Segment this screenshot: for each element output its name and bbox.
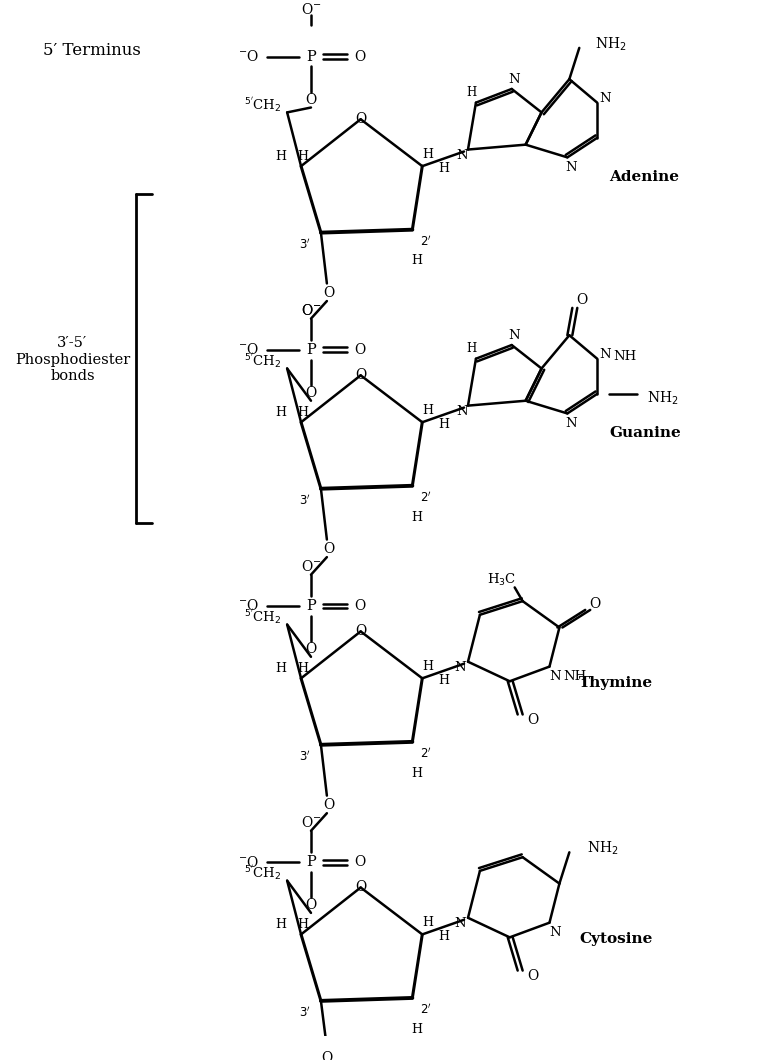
Text: O: O — [528, 970, 539, 984]
Text: N: N — [456, 405, 468, 418]
Text: $^{5'}$CH$_2$: $^{5'}$CH$_2$ — [244, 352, 282, 370]
Text: $3'$: $3'$ — [300, 237, 311, 251]
Text: Adenine: Adenine — [609, 170, 679, 184]
Text: 3′-5′
Phosphodiester
bonds: 3′-5′ Phosphodiester bonds — [15, 336, 130, 383]
Text: H: H — [276, 149, 287, 163]
Text: O: O — [323, 286, 335, 300]
Text: Thymine: Thymine — [579, 676, 654, 690]
Text: $^{5'}$CH$_2$: $^{5'}$CH$_2$ — [244, 607, 282, 625]
Text: H: H — [439, 418, 450, 430]
Text: NH$_2$: NH$_2$ — [595, 35, 627, 53]
Text: O: O — [355, 624, 366, 638]
Text: O: O — [323, 543, 335, 556]
Text: H: H — [439, 161, 450, 175]
Text: N: N — [565, 161, 577, 174]
Text: $2'$: $2'$ — [420, 1003, 432, 1017]
Text: H: H — [411, 766, 421, 780]
Text: NH: NH — [563, 670, 586, 683]
Text: $^{5'}$CH$_2$: $^{5'}$CH$_2$ — [244, 864, 282, 882]
Text: O: O — [355, 368, 366, 383]
Text: N: N — [550, 670, 561, 683]
Text: H$_3$C: H$_3$C — [487, 571, 517, 587]
Text: Cytosine: Cytosine — [579, 933, 653, 947]
Text: $^{5'}$CH$_2$: $^{5'}$CH$_2$ — [244, 95, 282, 113]
Text: O: O — [355, 881, 366, 895]
Text: O$^{-}$: O$^{-}$ — [300, 303, 321, 318]
Text: H: H — [411, 511, 421, 524]
Text: N: N — [454, 917, 466, 931]
Text: $^{-}$O: $^{-}$O — [239, 854, 260, 869]
Text: O: O — [305, 642, 317, 656]
Text: N: N — [565, 417, 577, 429]
Text: H: H — [297, 406, 309, 419]
Text: H: H — [439, 674, 450, 687]
Text: O: O — [355, 599, 366, 613]
Text: NH$_2$: NH$_2$ — [647, 389, 679, 406]
Text: H: H — [276, 406, 287, 419]
Text: NH$_2$: NH$_2$ — [587, 840, 619, 858]
Text: H: H — [423, 916, 434, 930]
Text: O: O — [355, 343, 366, 357]
Text: O: O — [355, 855, 366, 869]
Text: H: H — [467, 86, 477, 100]
Text: H: H — [297, 149, 309, 163]
Text: O: O — [355, 112, 366, 126]
Text: H: H — [439, 930, 450, 942]
Text: N: N — [599, 92, 611, 105]
Text: H: H — [297, 662, 309, 675]
Text: Guanine: Guanine — [609, 426, 681, 440]
Text: N: N — [454, 661, 466, 674]
Text: NH: NH — [613, 350, 637, 364]
Text: P: P — [306, 50, 316, 64]
Text: $3'$: $3'$ — [300, 749, 311, 764]
Text: H: H — [297, 918, 309, 931]
Text: O: O — [590, 597, 601, 611]
Text: H: H — [423, 404, 434, 417]
Text: H: H — [411, 254, 421, 267]
Text: $2'$: $2'$ — [420, 491, 432, 505]
Text: $3'$: $3'$ — [300, 1005, 311, 1020]
Text: O$^{-}$: O$^{-}$ — [300, 303, 321, 318]
Text: O: O — [323, 798, 335, 812]
Text: O: O — [576, 293, 588, 307]
Text: O$^{-}$: O$^{-}$ — [300, 815, 321, 830]
Text: O: O — [321, 1050, 332, 1060]
Text: $^{-}$O: $^{-}$O — [239, 49, 260, 65]
Text: $^{-}$O: $^{-}$O — [239, 342, 260, 357]
Text: O$^{-}$: O$^{-}$ — [300, 560, 321, 575]
Text: H: H — [423, 660, 434, 673]
Text: H: H — [276, 918, 287, 931]
Text: $^{-}$O: $^{-}$O — [239, 599, 260, 614]
Text: N: N — [550, 926, 561, 939]
Text: O: O — [355, 50, 366, 64]
Text: H: H — [411, 1023, 421, 1036]
Text: O: O — [305, 898, 317, 912]
Text: P: P — [306, 599, 316, 613]
Text: P: P — [306, 855, 316, 869]
Text: $2'$: $2'$ — [420, 746, 432, 761]
Text: P: P — [306, 343, 316, 357]
Text: 5′ Terminus: 5′ Terminus — [44, 42, 142, 59]
Text: N: N — [508, 329, 519, 341]
Text: H: H — [423, 148, 434, 161]
Text: O: O — [305, 386, 317, 400]
Text: O: O — [305, 92, 317, 107]
Text: H: H — [467, 342, 477, 355]
Text: N: N — [599, 349, 611, 361]
Text: O: O — [528, 713, 539, 727]
Text: N: N — [456, 148, 468, 162]
Text: $3'$: $3'$ — [300, 493, 311, 508]
Text: N: N — [508, 73, 519, 86]
Text: O$^{-}$: O$^{-}$ — [300, 2, 321, 17]
Text: $2'$: $2'$ — [420, 234, 432, 249]
Text: H: H — [276, 662, 287, 675]
